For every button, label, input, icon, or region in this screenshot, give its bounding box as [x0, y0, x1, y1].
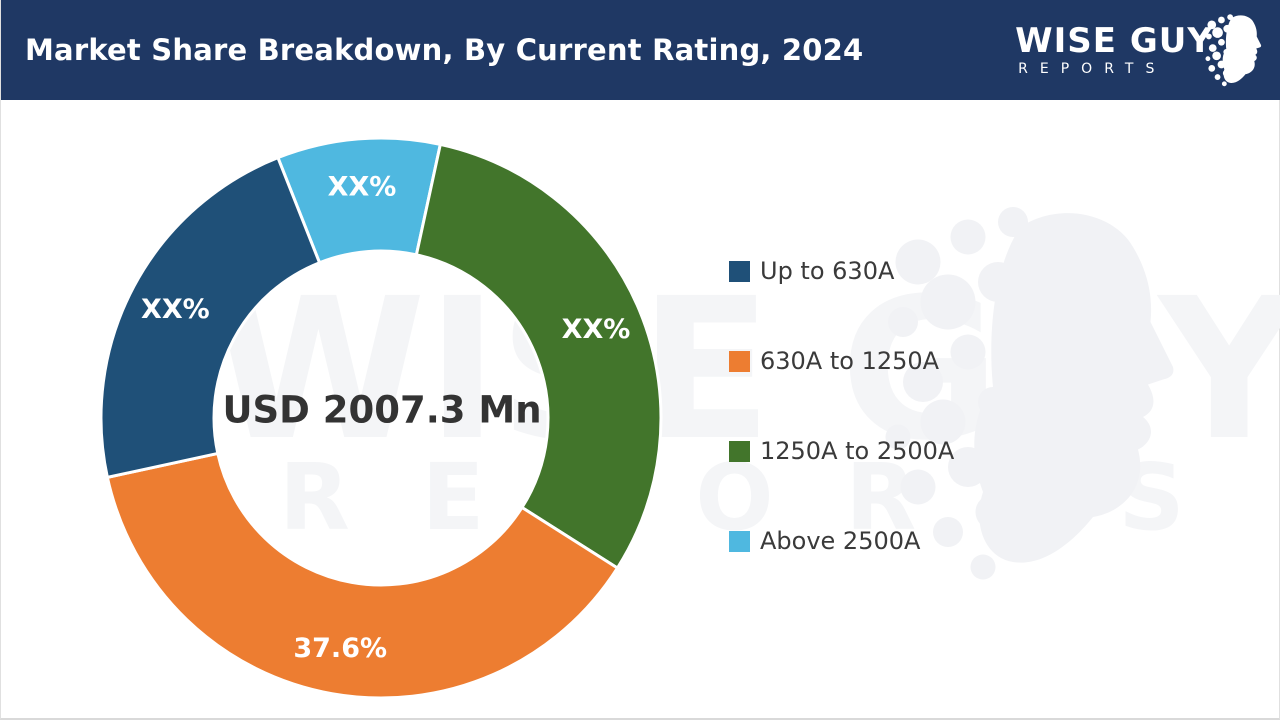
legend-label: 630A to 1250A — [760, 347, 940, 375]
header-bar: Market Share Breakdown, By Current Ratin… — [1, 0, 1280, 100]
legend-swatch-icon — [729, 260, 750, 282]
logo-subtitle: REPORTS — [1018, 61, 1167, 77]
segment-label-1250a-to-2500a: XX% — [562, 314, 631, 345]
logo-wordmark: WISE GUY — [1015, 21, 1213, 61]
donut-segment-1250a-to-2500a — [414, 142, 663, 570]
logo-face-icon — [1205, 14, 1262, 87]
legend-item-above-2500a: Above 2500A — [729, 529, 954, 553]
legend-label: Above 2500A — [760, 527, 921, 555]
page-title: Market Share Breakdown, By Current Ratin… — [25, 33, 864, 67]
legend-label: Up to 630A — [760, 257, 895, 285]
segment-label-630a-to-1250a: 37.6% — [293, 633, 387, 664]
legend-swatch-icon — [729, 440, 750, 462]
wise-guy-reports-logo: WISE GUY REPORTS — [1015, 10, 1263, 90]
donut-chart: XX% XX% 37.6% XX% — [99, 136, 663, 700]
legend-item-630a-to-1250a: 630A to 1250A — [729, 349, 954, 373]
chart-center-value: USD 2007.3 Mn — [222, 388, 542, 432]
legend-item-up-to-630a: Up to 630A — [729, 259, 954, 283]
segment-label-up-to-630a: XX% — [141, 294, 210, 325]
legend-swatch-icon — [729, 530, 750, 552]
legend-item-1250a-to-2500a: 1250A to 2500A — [729, 439, 954, 463]
donut-segment-up-to-630a — [99, 156, 322, 479]
segment-label-above-2500a: XX% — [328, 172, 397, 203]
donut-segment-630a-to-1250a — [105, 451, 619, 700]
chart-legend: Up to 630A 630A to 1250A 1250A to 2500A Abo… — [729, 259, 954, 553]
legend-swatch-icon — [729, 350, 750, 372]
legend-label: 1250A to 2500A — [760, 437, 955, 465]
